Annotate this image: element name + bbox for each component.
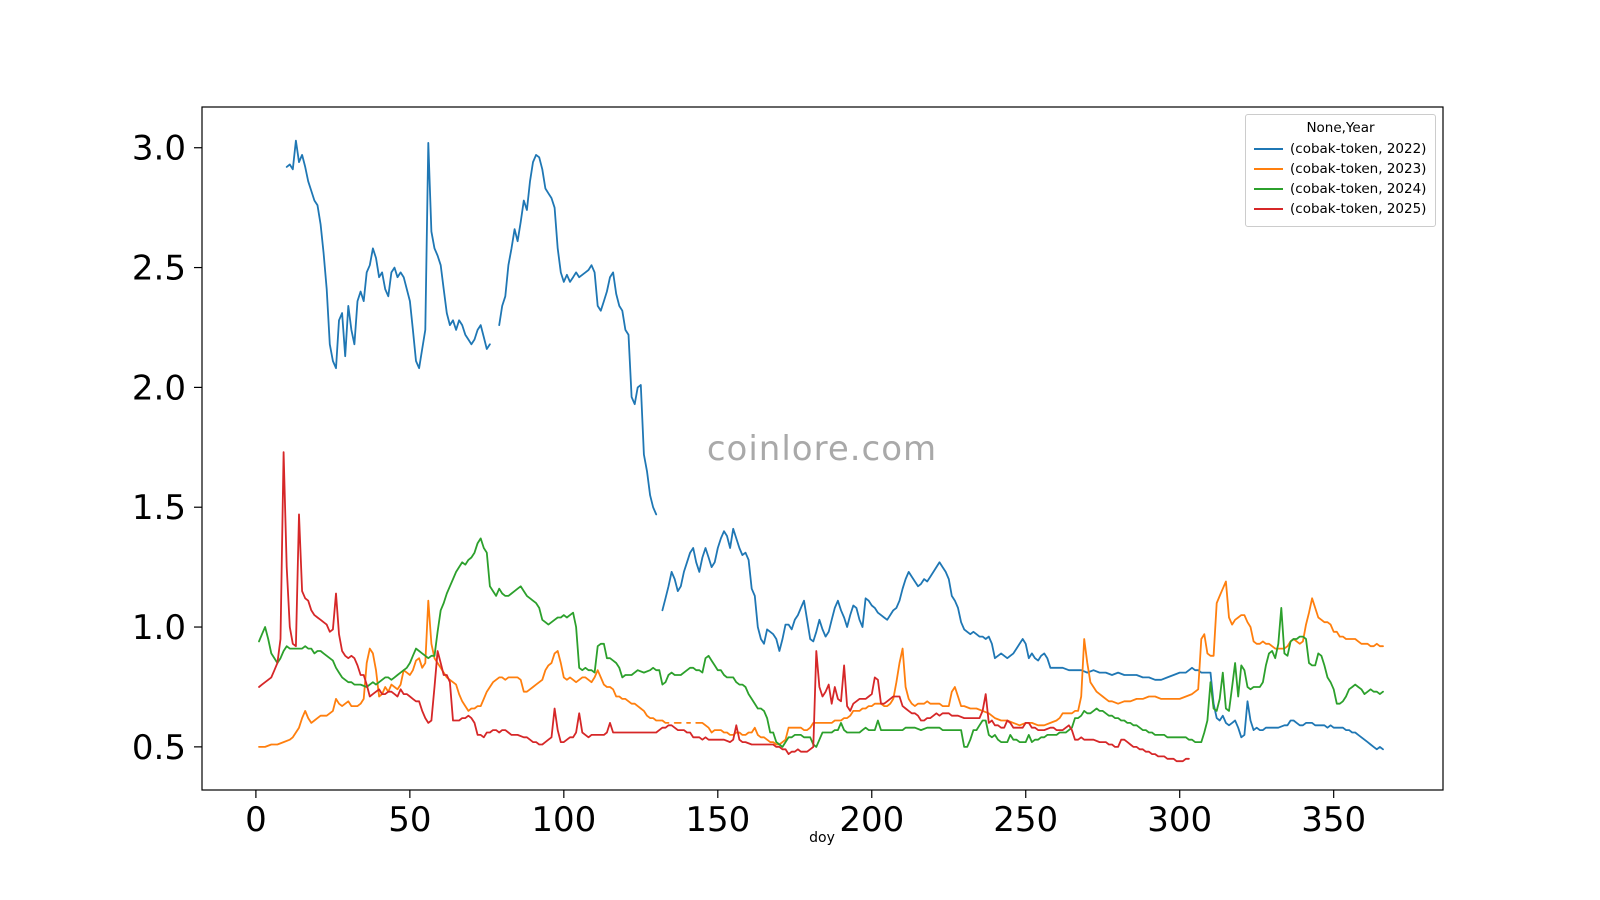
x-tick-label: 150 (685, 800, 750, 840)
x-tick-label: 0 (245, 800, 267, 840)
y-tick-label: 0.5 (132, 728, 186, 768)
series-line-2023 (258, 599, 670, 748)
y-tick-label: 1.0 (132, 608, 186, 648)
series-line-2022 (498, 153, 658, 516)
y-tick-label: 2.0 (132, 368, 186, 408)
series-line-2022 (285, 139, 491, 370)
legend-item-label: (cobak-token, 2023) (1290, 161, 1427, 177)
legend-line-sample-2022 (1254, 148, 1283, 150)
series-line-2023 (695, 580, 1384, 746)
legend-line-sample-2025 (1254, 208, 1283, 210)
plot-frame (201, 106, 1444, 791)
x-tick-label: 100 (531, 800, 596, 840)
series-line-2024 (258, 537, 1384, 748)
legend-item-2024: (cobak-token, 2024) (1254, 179, 1427, 199)
x-tick-label: 300 (1147, 800, 1212, 840)
x-axis-label: doy (809, 830, 835, 846)
legend-item-label: (cobak-token, 2025) (1290, 201, 1427, 217)
legend-item-label: (cobak-token, 2024) (1290, 181, 1427, 197)
legend-title: None,Year (1306, 120, 1375, 136)
y-tick-label: 2.5 (132, 249, 186, 289)
axis-ticks (194, 147, 1335, 798)
x-tick-label: 250 (993, 800, 1058, 840)
series-line-2025 (258, 451, 1190, 763)
legend-item-2025: (cobak-token, 2025) (1254, 199, 1427, 219)
series-line-2022 (661, 527, 1384, 751)
x-tick-label: 200 (839, 800, 904, 840)
x-tick-label: 50 (388, 800, 431, 840)
y-tick-label: 3.0 (132, 129, 186, 169)
legend-item-2022: (cobak-token, 2022) (1254, 139, 1427, 159)
x-tick-label: 350 (1301, 800, 1366, 840)
axis-tick-labels: 0 50 100 150 200 250 300 350 0.5 1.0 1.5 2.0 2.5 3.0 (132, 129, 1366, 840)
y-tick-label: 1.5 (132, 488, 186, 528)
watermark: coinlore.com (706, 429, 938, 469)
legend-line-sample-2024 (1254, 188, 1283, 190)
legend-item-label: (cobak-token, 2022) (1290, 141, 1427, 157)
legend: None,Year (cobak-token, 2022) (cobak-tok… (1245, 114, 1436, 227)
series-lines (258, 139, 1384, 763)
legend-line-sample-2023 (1254, 168, 1283, 170)
legend-item-2023: (cobak-token, 2023) (1254, 159, 1427, 179)
